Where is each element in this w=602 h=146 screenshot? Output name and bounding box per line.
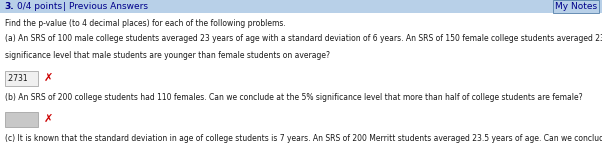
Text: Find the p-value (to 4 decimal places) for each of the following problems.: Find the p-value (to 4 decimal places) f… — [5, 19, 285, 28]
Text: (a) An SRS of 100 male college students averaged 23 years of age with a standard: (a) An SRS of 100 male college students … — [5, 34, 602, 43]
Text: Previous Answers: Previous Answers — [69, 2, 148, 11]
Text: 3.: 3. — [5, 2, 14, 11]
Text: ✗: ✗ — [43, 114, 53, 124]
Text: ✗: ✗ — [43, 73, 53, 83]
Text: significance level that male students are younger than female students on averag: significance level that male students ar… — [5, 51, 330, 60]
Text: (c) It is known that the standard deviation in age of college students is 7 year: (c) It is known that the standard deviat… — [5, 134, 602, 143]
Text: |: | — [63, 2, 66, 11]
Text: .2731: .2731 — [6, 74, 28, 83]
Text: (b) An SRS of 200 college students had 110 females. Can we conclude at the 5% si: (b) An SRS of 200 college students had 1… — [5, 93, 583, 102]
Text: 0/4 points: 0/4 points — [17, 2, 62, 11]
Text: My Notes: My Notes — [555, 2, 597, 11]
